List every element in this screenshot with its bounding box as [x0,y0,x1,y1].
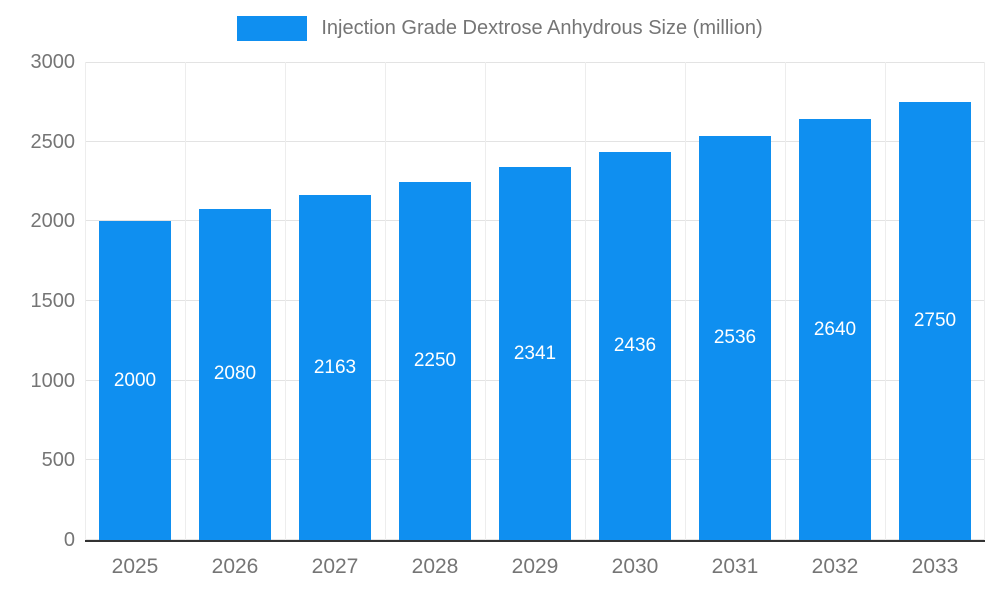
gridline-vertical [885,62,886,540]
legend-swatch [237,16,308,41]
y-tick-label: 2000 [30,210,76,233]
bar-value-label: 2163 [313,356,357,378]
gridline-horizontal [85,62,985,63]
bar-value-label: 2640 [813,318,857,340]
y-tick-label: 3000 [30,51,76,73]
bar-value-label: 2250 [413,349,457,371]
gridline-vertical [685,62,686,540]
bar: 2080 [199,208,271,540]
y-tick-label: 0 [63,529,75,551]
bar-value-label: 2341 [513,342,557,364]
bar-value-label: 2080 [213,363,257,385]
gridline-vertical [185,62,186,540]
gridline-vertical [485,62,486,540]
bar: 2163 [299,195,371,540]
gridline-vertical [585,62,586,540]
bar-value-label: 2536 [713,326,757,348]
legend-label: Injection Grade Dextrose Anhydrous Size … [321,17,763,39]
y-tick-label: 1500 [30,290,76,312]
x-tick-label: 2033 [911,555,959,578]
x-tick-label: 2026 [211,555,259,578]
bar: 2750 [899,101,971,540]
bar-value-label: 2750 [913,309,957,331]
bar: 2000 [99,221,171,540]
y-axis: 0 500 1000 1500 2000 2500 3000 [0,51,76,551]
bar: 2436 [599,151,671,540]
bar-value-label: 2436 [613,334,657,356]
plot-area: 2000 2080 2163 2250 2341 2436 2536 2640 2750 [85,62,985,542]
y-tick-label: 1000 [30,369,76,392]
gridline-vertical [785,62,786,540]
bar: 2640 [799,119,871,540]
gridline-horizontal [85,140,985,142]
y-tick-label: 500 [41,449,75,472]
x-tick-label: 2032 [811,555,859,578]
x-tick-label: 2030 [611,555,659,578]
bar: 2250 [399,181,471,540]
x-tick-label: 2031 [711,555,759,578]
gridline-vertical [285,62,286,540]
x-tick-label: 2029 [511,555,559,578]
legend: Injection Grade Dextrose Anhydrous Size … [0,16,1000,41]
bar: 2341 [499,167,571,540]
gridline-vertical [85,62,86,540]
x-tick-label: 2028 [411,555,459,578]
bar-value-label: 2000 [113,369,157,391]
x-axis: 2025 2026 2027 2028 2029 2030 2031 2032 2033 [85,552,985,582]
bar: 2536 [699,135,771,540]
gridline-vertical [984,62,985,540]
gridline-vertical [385,62,386,540]
x-tick-label: 2025 [111,555,159,578]
x-tick-label: 2027 [311,555,359,578]
y-tick-label: 2500 [30,130,76,153]
